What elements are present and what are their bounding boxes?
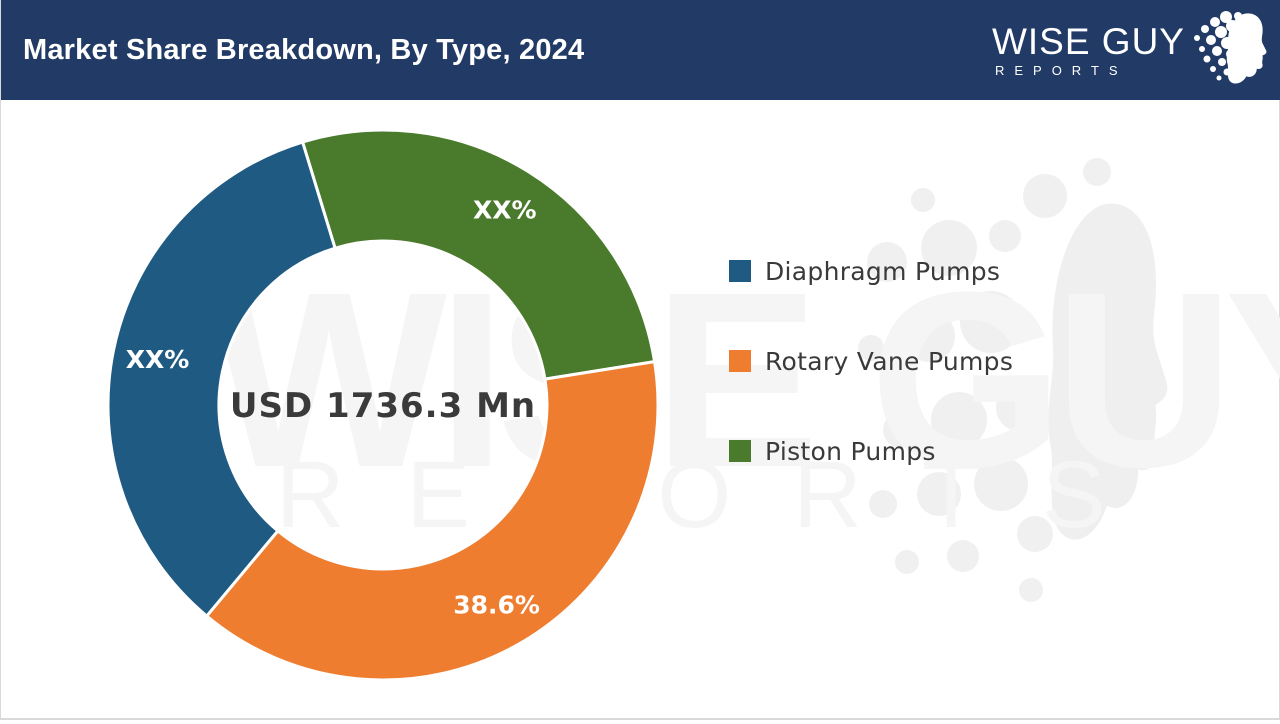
legend-label: Piston Pumps [765,436,936,466]
wise-guy-logo: WISE GUY REPORTS [992,6,1267,94]
logo-text: WISE GUY REPORTS [992,23,1185,77]
chart-center-value: USD 1736.3 Mn [229,386,537,426]
slice-percent-label: XX% [126,345,190,374]
legend-item-piston-pumps: Piston Pumps [729,434,1013,468]
slice-diaphragm-pumps [106,140,337,618]
legend-label: Diaphragm Pumps [765,256,1001,286]
logo-face-icon [1194,11,1267,84]
logo-wiseguy-text: WISE GUY [991,21,1185,62]
legend-item-rotary-vane-pumps: Rotary Vane Pumps [729,344,1013,378]
slice-rotary-vane-pumps [205,360,660,682]
legend-swatch-rotary-vane [729,350,751,372]
donut-chart: XX% 38.6% XX% [106,128,660,682]
slice-percent-label: 38.6% [453,590,540,619]
header-bar: Market Share Breakdown, By Type, 2024 WI… [1,0,1280,100]
legend-swatch-diaphragm [729,260,751,282]
legend-label: Rotary Vane Pumps [765,346,1014,376]
chart-legend: Diaphragm Pumps Rotary Vane Pumps Piston… [729,254,1013,524]
legend-swatch-piston [729,440,751,462]
slice-percent-label: XX% [473,195,537,224]
legend-item-diaphragm-pumps: Diaphragm Pumps [729,254,1013,288]
slice-piston-pumps [301,128,657,381]
page-title: Market Share Breakdown, By Type, 2024 [23,33,585,66]
logo-reports-text: REPORTS [994,63,1128,78]
